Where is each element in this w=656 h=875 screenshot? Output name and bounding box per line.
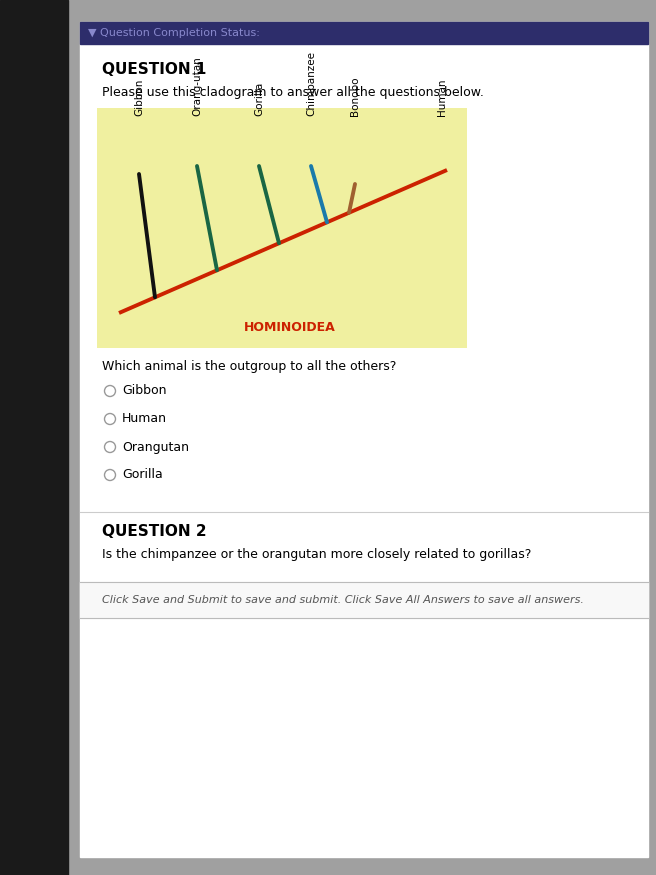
- Text: Gorilla: Gorilla: [254, 81, 264, 116]
- Text: Orang-utan: Orang-utan: [192, 56, 202, 116]
- Text: Click Save and Submit to save and submit. Click Save All Answers to save all ans: Click Save and Submit to save and submit…: [102, 595, 584, 605]
- Text: Human: Human: [437, 79, 447, 116]
- Text: Orangutan: Orangutan: [122, 440, 189, 453]
- Text: Gorilla: Gorilla: [122, 468, 163, 481]
- Text: Please use this cladogram to answer all the questions below.: Please use this cladogram to answer all …: [102, 86, 484, 99]
- Text: Human: Human: [122, 412, 167, 425]
- Text: Bonobo: Bonobo: [350, 76, 360, 116]
- Bar: [80, 22, 648, 857]
- Bar: [0, 0, 68, 875]
- Text: Gibbon: Gibbon: [122, 384, 167, 397]
- Bar: [80, 582, 648, 618]
- Text: Gibbon: Gibbon: [134, 79, 144, 116]
- Bar: [80, 22, 648, 44]
- Text: Which animal is the outgroup to all the others?: Which animal is the outgroup to all the …: [102, 360, 396, 373]
- Text: QUESTION 1: QUESTION 1: [102, 62, 207, 77]
- Text: HOMINOIDEA: HOMINOIDEA: [243, 321, 335, 334]
- Text: ▼ Question Completion Status:: ▼ Question Completion Status:: [88, 28, 260, 38]
- Text: Is the chimpanzee or the orangutan more closely related to gorillas?: Is the chimpanzee or the orangutan more …: [102, 548, 531, 561]
- Text: Chimpanzee: Chimpanzee: [306, 51, 316, 116]
- Bar: [97, 108, 467, 348]
- Text: QUESTION 2: QUESTION 2: [102, 524, 207, 539]
